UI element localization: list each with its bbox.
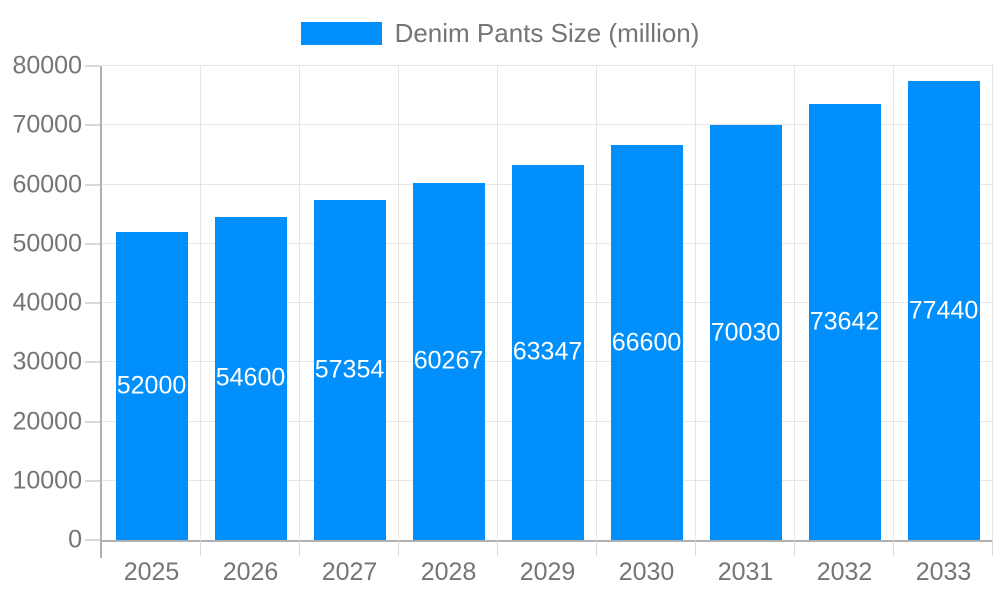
x-tick-label: 2030 xyxy=(618,558,675,586)
y-axis-tick xyxy=(85,65,100,67)
x-axis-tick xyxy=(299,540,300,556)
v-gridline xyxy=(992,66,993,540)
y-tick-label: 40000 xyxy=(12,288,82,317)
h-gridline xyxy=(102,65,993,66)
bar[interactable] xyxy=(610,145,683,540)
y-tick-label: 70000 xyxy=(12,110,82,139)
x-tick-label: 2031 xyxy=(717,558,774,586)
v-gridline xyxy=(299,66,300,540)
y-tick-label: 0 xyxy=(68,525,82,554)
x-axis-tick xyxy=(893,540,894,556)
v-gridline xyxy=(893,66,894,540)
x-tick-label: 2032 xyxy=(816,558,873,586)
y-tick-label: 60000 xyxy=(12,170,82,198)
bar[interactable] xyxy=(709,125,782,540)
bar[interactable] xyxy=(511,164,584,540)
bar[interactable] xyxy=(907,81,980,540)
v-gridline xyxy=(200,66,201,540)
legend: Denim Pants Size (million) xyxy=(0,20,1000,46)
h-gridline xyxy=(102,124,993,126)
x-axis-tick xyxy=(596,540,597,556)
y-tick-label: 20000 xyxy=(12,407,82,435)
x-tick-label: 2027 xyxy=(321,558,378,586)
bar[interactable] xyxy=(313,200,386,540)
v-gridline xyxy=(596,66,597,540)
legend-swatch[interactable] xyxy=(300,21,382,45)
y-tick-label: 50000 xyxy=(12,229,82,258)
y-axis-tick xyxy=(85,479,100,482)
plot-area xyxy=(100,65,993,558)
bar[interactable] xyxy=(412,182,485,540)
v-gridline xyxy=(695,66,696,540)
bar[interactable] xyxy=(115,231,188,540)
x-tick-label: 2025 xyxy=(123,558,180,586)
x-axis-line xyxy=(100,540,993,542)
y-tick-label: 10000 xyxy=(12,466,82,495)
y-axis-tick xyxy=(85,539,100,541)
y-tick-label: 30000 xyxy=(12,347,82,376)
x-tick-label: 2033 xyxy=(915,558,972,586)
y-axis-tick xyxy=(85,124,100,127)
bar[interactable] xyxy=(214,216,287,540)
legend-label[interactable]: Denim Pants Size (million) xyxy=(394,18,700,48)
x-axis-tick xyxy=(398,540,399,556)
x-axis-tick xyxy=(695,540,696,556)
x-axis-tick xyxy=(497,540,498,556)
x-axis-tick xyxy=(992,540,993,556)
bar[interactable] xyxy=(808,103,881,540)
x-tick-label: 2029 xyxy=(519,558,576,586)
y-axis-tick xyxy=(85,420,100,423)
x-tick-label: 2026 xyxy=(222,558,279,586)
y-tick-label: 80000 xyxy=(12,51,82,80)
x-tick-label: 2028 xyxy=(420,558,477,586)
x-axis-tick xyxy=(794,540,795,556)
x-axis-tick xyxy=(200,540,201,556)
y-axis-tick xyxy=(85,242,100,245)
y-axis-tick xyxy=(85,183,100,186)
y-axis-line xyxy=(100,66,102,558)
y-axis-tick xyxy=(85,302,100,304)
y-axis-tick xyxy=(85,361,100,364)
v-gridline xyxy=(794,66,795,540)
v-gridline xyxy=(497,66,498,540)
v-gridline xyxy=(398,66,399,540)
